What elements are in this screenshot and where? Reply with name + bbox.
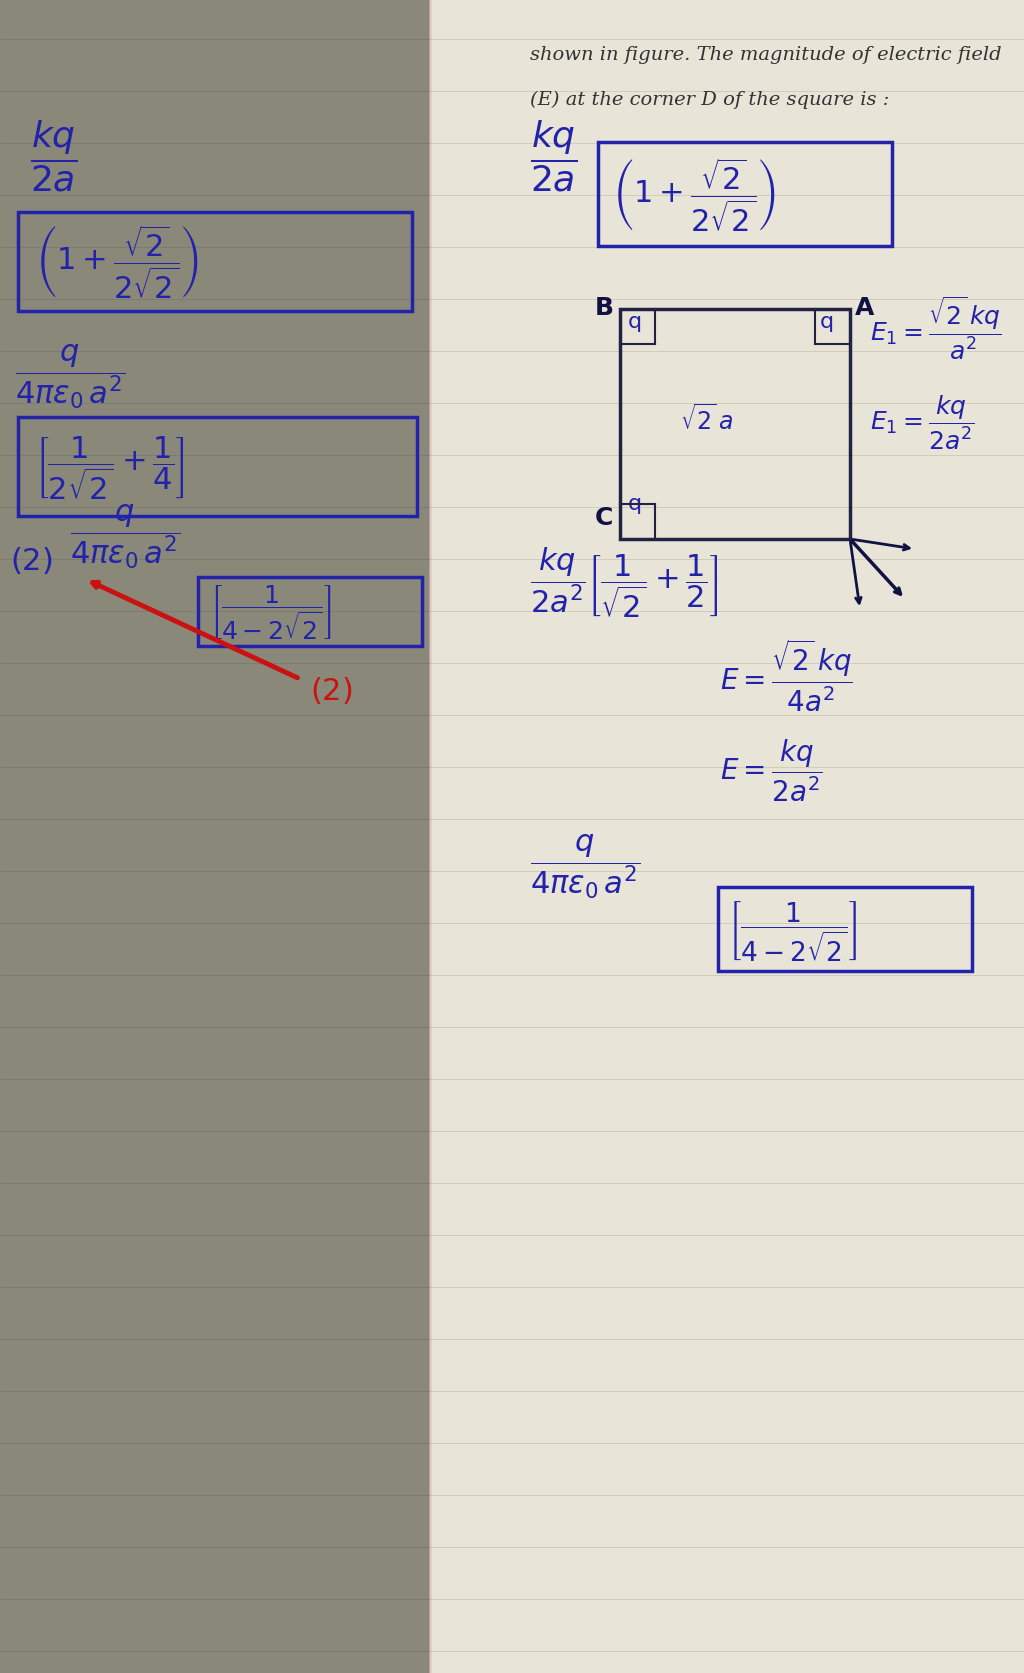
- Text: $\dfrac{kq}{2a}$: $\dfrac{kq}{2a}$: [530, 119, 578, 194]
- Text: $(2)$: $(2)$: [10, 545, 52, 576]
- Text: $\sqrt{2}\,a$: $\sqrt{2}\,a$: [680, 405, 733, 435]
- Text: $\dfrac{q}{4\pi\varepsilon_0\,a^2}$: $\dfrac{q}{4\pi\varepsilon_0\,a^2}$: [530, 831, 640, 900]
- Text: A: A: [855, 296, 874, 320]
- Bar: [620, 310, 850, 540]
- Text: shown in figure. The magnitude of electric field: shown in figure. The magnitude of electr…: [530, 45, 1001, 64]
- Text: $E_1 = \dfrac{\sqrt{2}\,kq}{a^2}$: $E_1 = \dfrac{\sqrt{2}\,kq}{a^2}$: [870, 294, 1001, 361]
- Text: $(2)$: $(2)$: [310, 674, 352, 706]
- Text: B: B: [595, 296, 614, 320]
- Text: $\dfrac{kq}{2a}$: $\dfrac{kq}{2a}$: [30, 119, 77, 194]
- Bar: [430, 0, 1024, 1673]
- Text: $E = \dfrac{kq}{2a^2}$: $E = \dfrac{kq}{2a^2}$: [720, 738, 822, 803]
- Text: $\dfrac{kq}{2a^2}\left[\dfrac{1}{\sqrt{2}}+\dfrac{1}{2}\right]$: $\dfrac{kq}{2a^2}\left[\dfrac{1}{\sqrt{2…: [530, 545, 718, 621]
- Text: q: q: [628, 311, 642, 331]
- Text: $\dfrac{q}{4\pi\varepsilon_0\,a^2}$: $\dfrac{q}{4\pi\varepsilon_0\,a^2}$: [15, 341, 125, 412]
- Text: q: q: [628, 494, 642, 514]
- Text: $\left[\dfrac{1}{4-2\sqrt{2}}\right]$: $\left[\dfrac{1}{4-2\sqrt{2}}\right]$: [728, 900, 858, 964]
- Text: $\left[\dfrac{1}{4-2\sqrt{2}}\right]$: $\left[\dfrac{1}{4-2\sqrt{2}}\right]$: [210, 584, 332, 642]
- Text: $\left[\dfrac{1}{2\sqrt{2}} + \dfrac{1}{4}\right]$: $\left[\dfrac{1}{2\sqrt{2}} + \dfrac{1}{…: [35, 433, 185, 502]
- Text: q: q: [820, 311, 835, 331]
- Text: C: C: [595, 505, 613, 530]
- Text: $\dfrac{q}{4\pi\varepsilon_0\,a^2}$: $\dfrac{q}{4\pi\varepsilon_0\,a^2}$: [70, 502, 180, 570]
- Text: (E) at the corner D of the square is :: (E) at the corner D of the square is :: [530, 90, 890, 109]
- Text: $E = \dfrac{\sqrt{2}\,kq}{4a^2}$: $E = \dfrac{\sqrt{2}\,kq}{4a^2}$: [720, 637, 853, 714]
- Text: $\left(1+\dfrac{\sqrt{2}}{2\sqrt{2}}\right)$: $\left(1+\dfrac{\sqrt{2}}{2\sqrt{2}}\rig…: [612, 156, 776, 234]
- Text: $E_1 = \dfrac{kq}{2a^2}$: $E_1 = \dfrac{kq}{2a^2}$: [870, 393, 975, 452]
- Text: $\left(1+\dfrac{\sqrt{2}}{2\sqrt{2}}\right)$: $\left(1+\dfrac{\sqrt{2}}{2\sqrt{2}}\rig…: [35, 223, 200, 301]
